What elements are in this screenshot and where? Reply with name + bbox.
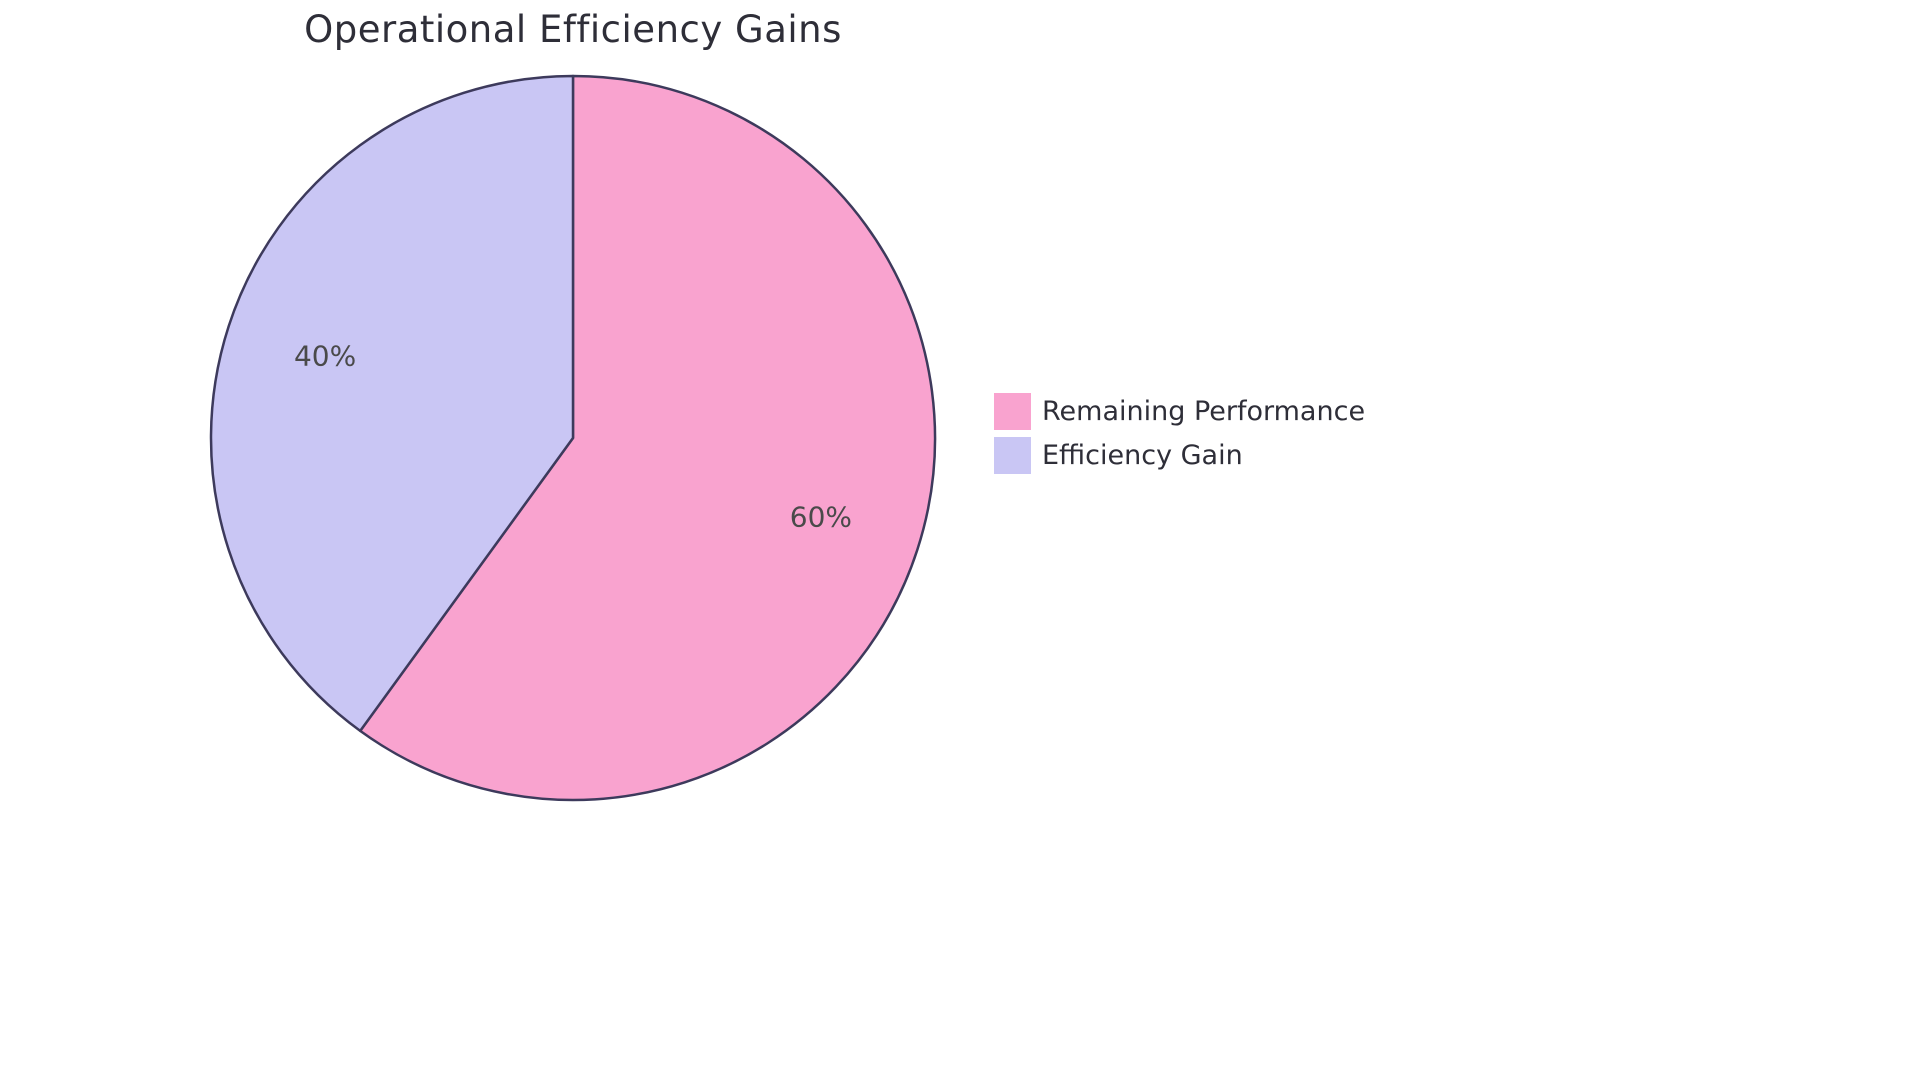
pie-percent-label-efficiency-gain: 40% bbox=[294, 340, 356, 373]
pie-slice-remaining-performance bbox=[358, 74, 937, 802]
pie-slice-efficiency-gain bbox=[209, 74, 575, 733]
legend-swatch-efficiency-gain bbox=[994, 437, 1031, 474]
legend-swatch-remaining-performance bbox=[994, 393, 1031, 430]
legend-item-remaining-performance: Remaining Performance bbox=[994, 393, 1365, 430]
pie-percent-label-remaining-performance: 60% bbox=[790, 501, 852, 534]
legend-label-remaining-performance: Remaining Performance bbox=[1042, 396, 1366, 427]
legend: Remaining Performance Efficiency Gain bbox=[994, 393, 1365, 474]
legend-item-efficiency-gain: Efficiency Gain bbox=[994, 437, 1365, 474]
chart-title: Operational Efficiency Gains bbox=[304, 8, 842, 51]
legend-label-efficiency-gain: Efficiency Gain bbox=[1042, 440, 1243, 471]
